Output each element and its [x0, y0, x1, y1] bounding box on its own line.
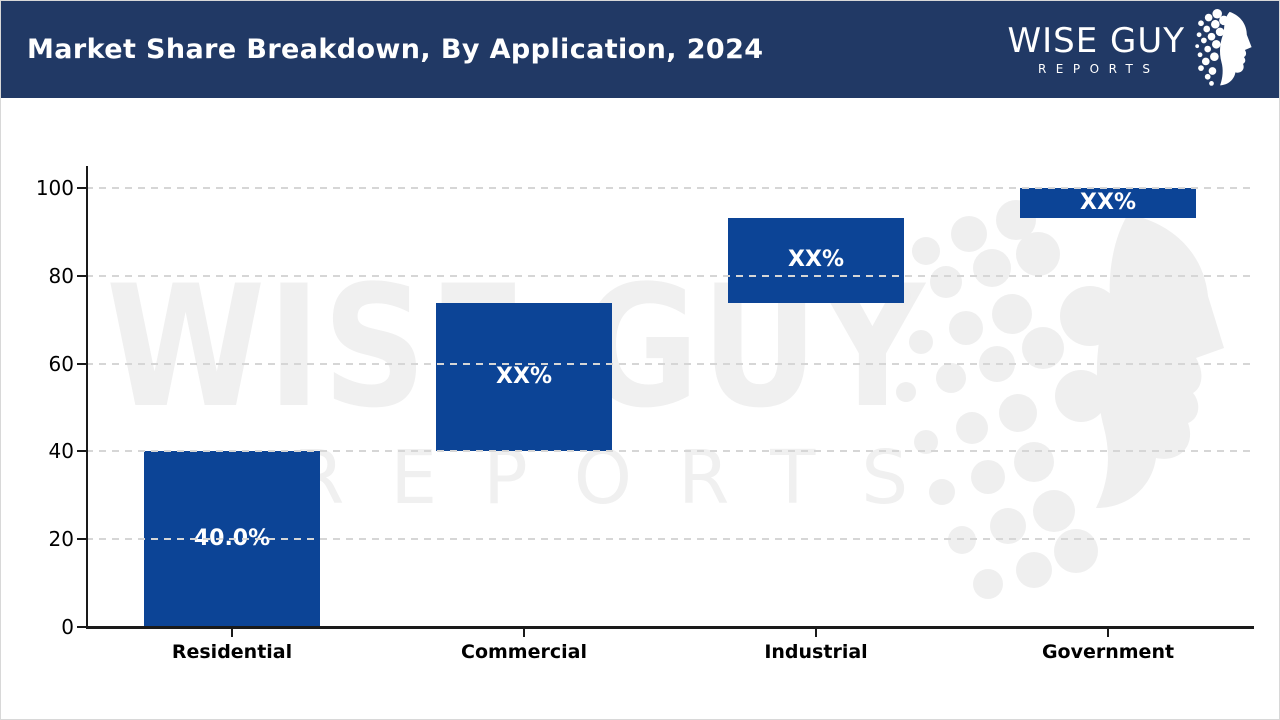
bar-value-label-industrial: XX% [788, 247, 844, 273]
x-axis-tick-government [1107, 629, 1109, 637]
logo-text: WISE GUY REPORTS [1007, 24, 1185, 75]
watermark-head-icon [891, 200, 1224, 599]
y-axis-tick-label-60: 60 [48, 351, 74, 376]
bar-industrial: XX% [728, 217, 904, 303]
x-axis-tick-residential [231, 629, 233, 637]
bar-value-label-government: XX% [1080, 189, 1136, 215]
page-title: Market Share Breakdown, By Application, … [27, 34, 764, 65]
logo-reports-text: REPORTS [1037, 62, 1160, 76]
gridline-y-80 [86, 274, 1254, 277]
gridline-y-100 [86, 187, 1254, 189]
x-axis-label-government: Government [1041, 641, 1175, 663]
gridline-y-60 [86, 362, 1254, 365]
x-axis-tick-industrial [815, 629, 817, 637]
logo-head-icon [1195, 8, 1252, 86]
y-axis-tick-label-0: 0 [61, 615, 74, 639]
y-axis-tick-label-40: 40 [48, 439, 74, 464]
x-axis-label-commercial: Commercial [461, 641, 587, 663]
x-axis-label-residential: Residential [171, 641, 293, 663]
wise-guy-reports-logo: WISE GUY REPORTS [1007, 8, 1255, 92]
gridline-y-40 [86, 450, 1254, 453]
bar-government: XX% [1020, 188, 1196, 218]
y-axis-tick-40 [77, 450, 86, 453]
y-axis-line [86, 166, 88, 629]
bar-value-label-commercial: XX% [496, 364, 552, 390]
x-axis-line [86, 626, 1254, 629]
y-axis-tick-80 [77, 274, 86, 277]
y-axis-tick-label-20: 20 [48, 527, 74, 552]
x-axis-tick-commercial [523, 629, 525, 637]
y-axis-tick-label-100: 100 [35, 176, 74, 200]
header: Market Share Breakdown, By Application, … [1, 1, 1279, 98]
y-axis-tick-20 [77, 538, 86, 541]
gridline-y-20 [86, 538, 1254, 541]
y-axis-tick-100 [77, 187, 86, 189]
bar-commercial: XX% [436, 303, 612, 452]
y-axis-tick-60 [77, 362, 86, 365]
watermark-reports-text: REPORTS [293, 435, 955, 521]
x-axis-label-industrial: Industrial [764, 641, 868, 663]
y-axis-tick-label-80: 80 [48, 263, 74, 288]
y-axis-tick-0 [77, 626, 86, 628]
logo-wiseguy-text: WISE GUY [1007, 21, 1185, 61]
